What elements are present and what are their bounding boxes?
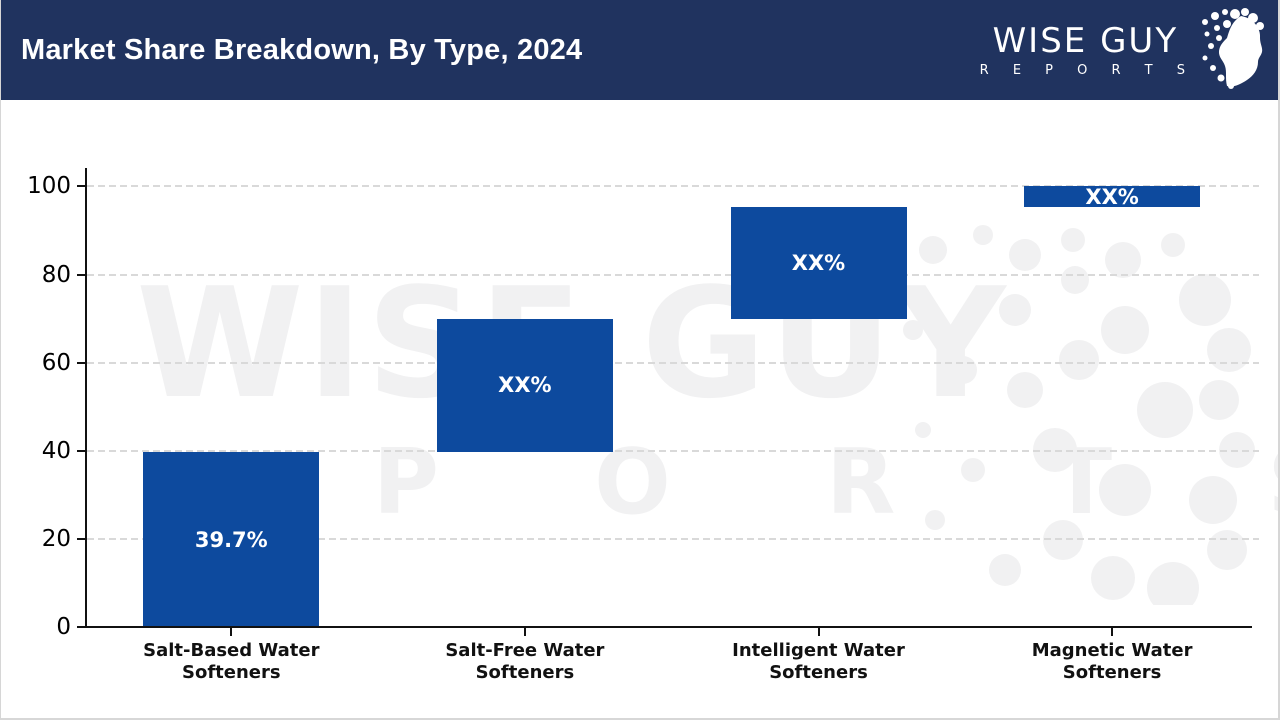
x-category-label: Intelligent Water Softeners [732, 640, 905, 683]
y-tick-label: 0 [56, 614, 71, 640]
brand-logo: WISE GUY R E P O R T S [976, 8, 1267, 92]
bar-segment: XX% [1024, 184, 1201, 209]
gridline [87, 273, 1259, 276]
y-tick-label: 80 [41, 261, 71, 288]
y-tick-label: 40 [41, 437, 71, 464]
bar-segment: 39.7% [143, 452, 320, 627]
y-tick-label: 20 [41, 525, 71, 552]
brand-subname: R E P O R T S [979, 62, 1195, 78]
bar-value-label: XX% [791, 250, 846, 275]
y-tick-mark [77, 537, 86, 540]
header-bar: Market Share Breakdown, By Type, 2024 WI… [1, 0, 1278, 100]
bar-value-label: XX% [498, 373, 552, 398]
x-tick-mark [817, 628, 820, 636]
bar-value-label: XX% [1085, 184, 1139, 209]
gridline [87, 537, 1259, 540]
gridline [87, 361, 1259, 364]
watermark-head-profile-icon [903, 225, 1255, 605]
bar-segment: XX% [730, 207, 907, 319]
y-axis-line [85, 168, 87, 628]
y-tick-mark [77, 626, 86, 628]
x-tick-mark [1111, 628, 1114, 636]
y-tick-mark [77, 361, 86, 364]
y-tick-label: 60 [41, 349, 71, 376]
y-tick-mark [77, 185, 86, 188]
x-tick-mark [230, 628, 233, 636]
brand-logo-text: WISE GUY R E P O R T S [976, 24, 1195, 77]
x-category-label: Salt-Based Water Softeners [143, 640, 320, 683]
x-category-label: Salt-Free Water Softeners [445, 640, 605, 683]
bar-segment: XX% [436, 318, 613, 453]
chart-title: Market Share Breakdown, By Type, 2024 [21, 33, 583, 66]
y-tick-mark [77, 273, 86, 276]
y-tick-label: 100 [27, 173, 71, 200]
gridline [87, 449, 1259, 452]
bar-value-label: 39.7% [194, 527, 268, 552]
gridline [87, 185, 1259, 188]
dotted-head-profile-icon [1202, 8, 1264, 89]
brand-name: WISE GUY [992, 20, 1179, 61]
x-axis-line [85, 626, 1252, 628]
x-tick-mark [523, 628, 526, 636]
x-category-label: Magnetic Water Softeners [1031, 640, 1193, 683]
y-tick-mark [77, 449, 86, 452]
